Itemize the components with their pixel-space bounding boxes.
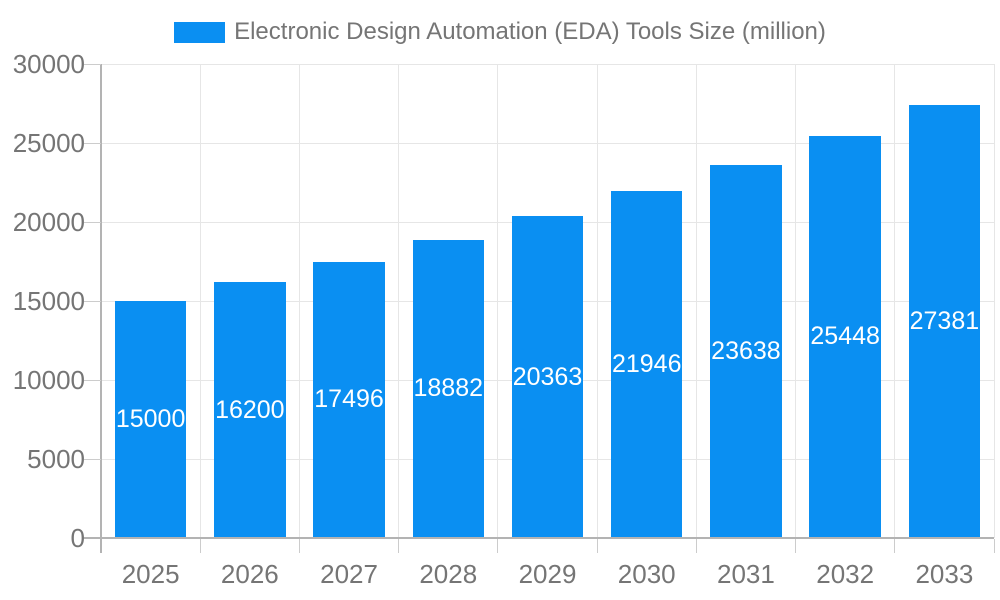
y-tick-label-20000: 20000: [12, 207, 85, 237]
y-tick-label-30000: 30000: [12, 49, 85, 79]
y-tick-5000: [84, 459, 101, 460]
bar-value-label: 18882: [413, 374, 484, 403]
x-tick: [298, 539, 300, 553]
bar-value-label: 25448: [810, 322, 880, 351]
x-axis-baseline: [83, 537, 994, 539]
bar-2027[interactable]: 17496: [313, 261, 385, 538]
bar-2026[interactable]: 16200: [214, 282, 286, 538]
y-tick-15000: [84, 301, 101, 302]
x-tick: [497, 539, 499, 553]
y-tick-label-15000: 15000: [12, 286, 85, 316]
x-tick-label-2028: 2028: [419, 559, 478, 589]
x-tick: [596, 539, 598, 553]
bar-2025[interactable]: 15000: [114, 301, 187, 538]
v-gridline: [993, 64, 995, 538]
y-tick-20000: [84, 222, 101, 223]
x-tick-label-2027: 2027: [320, 559, 378, 589]
x-tick-label-2033: 2033: [915, 559, 974, 589]
v-gridline: [795, 64, 797, 538]
chart-legend[interactable]: Electronic Design Automation (EDA) Tools…: [0, 18, 1000, 46]
bar-2033[interactable]: 27381: [908, 105, 981, 538]
x-tick-label-2030: 2030: [617, 559, 676, 589]
v-gridline: [199, 64, 201, 538]
y-tick-label-25000: 25000: [12, 128, 85, 158]
v-gridline: [497, 64, 499, 538]
y-axis-line: [100, 64, 102, 553]
bar-value-label: 20363: [512, 362, 583, 391]
bar-value-label: 27381: [909, 307, 980, 336]
x-tick-label-2025: 2025: [121, 559, 180, 589]
x-tick: [993, 539, 995, 553]
v-gridline: [596, 64, 598, 538]
y-tick-label-5000: 5000: [27, 444, 85, 474]
bar-2032[interactable]: 25448: [809, 135, 881, 538]
bar-value-label: 21946: [611, 350, 682, 379]
legend-swatch: [174, 21, 226, 43]
legend-label: Electronic Design Automation (EDA) Tools…: [234, 18, 826, 45]
bar-value-label: 16200: [215, 395, 285, 424]
h-gridline-30000: [101, 64, 994, 65]
y-tick-25000: [84, 143, 101, 144]
x-tick: [795, 539, 797, 553]
x-tick: [695, 539, 697, 553]
bar-2030[interactable]: 21946: [611, 191, 683, 538]
y-tick-label-0: 0: [70, 523, 85, 553]
bar-2031[interactable]: 23638: [710, 164, 782, 538]
y-tick-label-10000: 10000: [12, 365, 85, 395]
bar-value-label: 17496: [314, 385, 384, 414]
bar-value-label: 15000: [115, 405, 186, 433]
v-gridline: [695, 64, 697, 538]
x-tick-label-2029: 2029: [518, 559, 577, 589]
v-gridline: [894, 64, 896, 538]
bar-2028[interactable]: 18882: [412, 239, 484, 538]
x-tick-label-2026: 2026: [220, 559, 279, 589]
bar-2029[interactable]: 20363: [511, 216, 584, 538]
y-tick-10000: [84, 380, 101, 381]
plot-area: 15000 16200 17496 18882 20363 21946 23638 25448…: [101, 64, 995, 538]
x-tick: [894, 539, 896, 553]
y-tick-30000: [84, 64, 101, 65]
bar-value-label: 23638: [711, 336, 781, 365]
h-gridline-25000: [101, 143, 994, 144]
x-tick-label-2032: 2032: [816, 559, 875, 589]
x-tick-label-2031: 2031: [717, 559, 775, 589]
x-tick: [398, 539, 400, 553]
v-gridline: [398, 64, 400, 538]
x-tick: [199, 539, 201, 553]
v-gridline: [298, 64, 300, 538]
